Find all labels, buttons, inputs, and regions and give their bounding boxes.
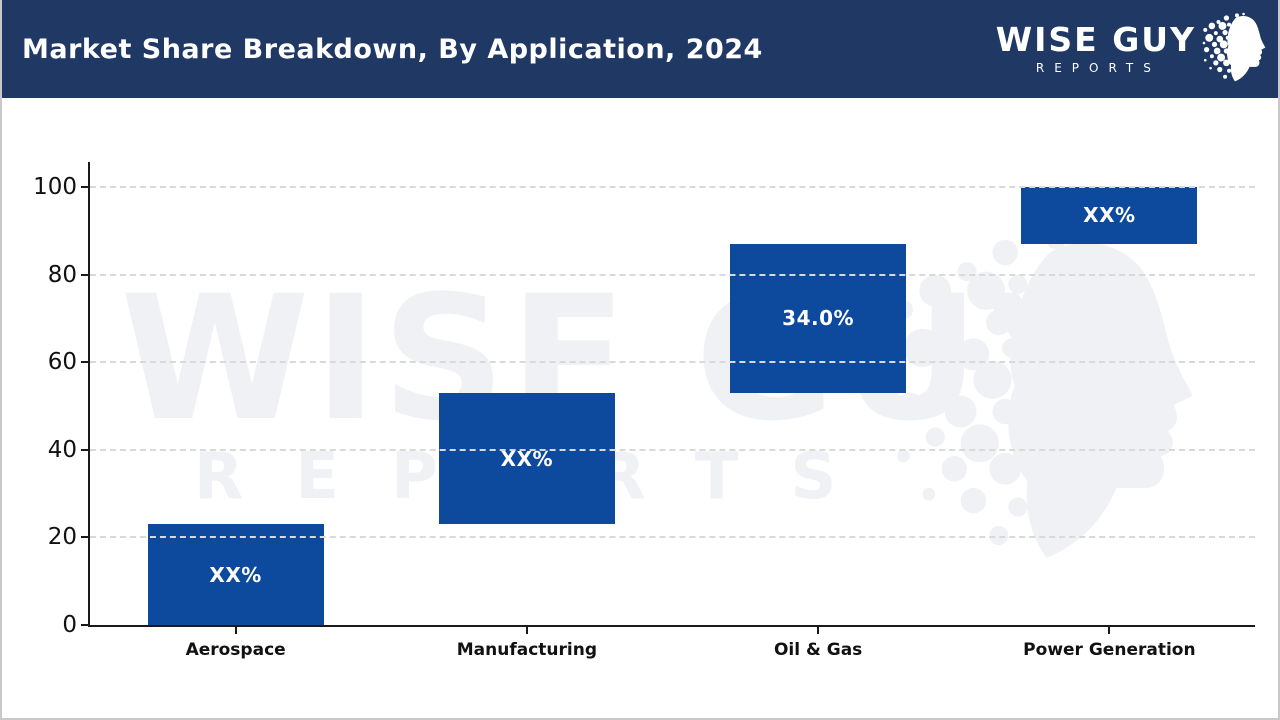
gridline-80	[90, 273, 1255, 276]
x-category-label: Oil & Gas	[773, 640, 863, 660]
x-tick-3	[1108, 625, 1111, 634]
brand-name: WISE GUY	[995, 20, 1196, 60]
brand-subtitle: REPORTS	[1035, 60, 1161, 75]
plot-region: 0 20 40 60 80 100 XX% Aerospace XX% Manufacturing…	[2, 98, 1278, 718]
gridline-20	[90, 536, 1255, 539]
y-tick-80	[81, 273, 90, 276]
x-category-label: Power Generation	[1023, 640, 1196, 660]
dotted-head-logo-icon	[1202, 12, 1266, 82]
y-tick-label-60: 60	[47, 349, 77, 376]
y-tick-100	[81, 186, 90, 188]
gridline-40	[90, 448, 1255, 451]
y-tick-0	[81, 624, 90, 626]
bar-segment: 34.0%	[730, 243, 907, 393]
bar-value-label: XX%	[209, 562, 262, 587]
y-tick-label-0: 0	[62, 612, 77, 638]
brand-logo-text: WISE GUY REPORTS	[996, 23, 1196, 75]
brand-logo: WISE GUY REPORTS	[996, 10, 1266, 88]
bar-value-label: 34.0%	[782, 306, 855, 331]
header-bar: Market Share Breakdown, By Application, …	[2, 0, 1278, 98]
y-tick-label-80: 80	[47, 261, 77, 288]
y-tick-label-40: 40	[47, 436, 77, 463]
gridline-60	[90, 361, 1255, 364]
x-tick-2	[817, 625, 820, 634]
y-tick-label-20: 20	[47, 524, 77, 551]
page-title: Market Share Breakdown, By Application, …	[22, 33, 763, 65]
y-tick-60	[81, 361, 90, 364]
x-tick-0	[234, 625, 237, 634]
x-category-label: Aerospace	[185, 640, 286, 660]
bar-segment: XX%	[438, 392, 615, 525]
y-tick-40	[81, 448, 90, 451]
bar-segment: XX%	[147, 524, 324, 625]
x-tick-1	[525, 625, 528, 634]
gridline-100	[90, 186, 1255, 188]
bar-segment: XX%	[1021, 187, 1198, 244]
y-axis-line	[88, 162, 90, 625]
y-tick-20	[81, 536, 90, 539]
x-category-label: Manufacturing	[456, 640, 597, 660]
y-tick-label-100: 100	[33, 174, 77, 200]
bar-value-label: XX%	[1083, 203, 1136, 228]
x-axis-line	[88, 625, 1255, 627]
chart-area: WISE GUY REPORTS 020406080100XX%Aerospac…	[2, 98, 1278, 718]
